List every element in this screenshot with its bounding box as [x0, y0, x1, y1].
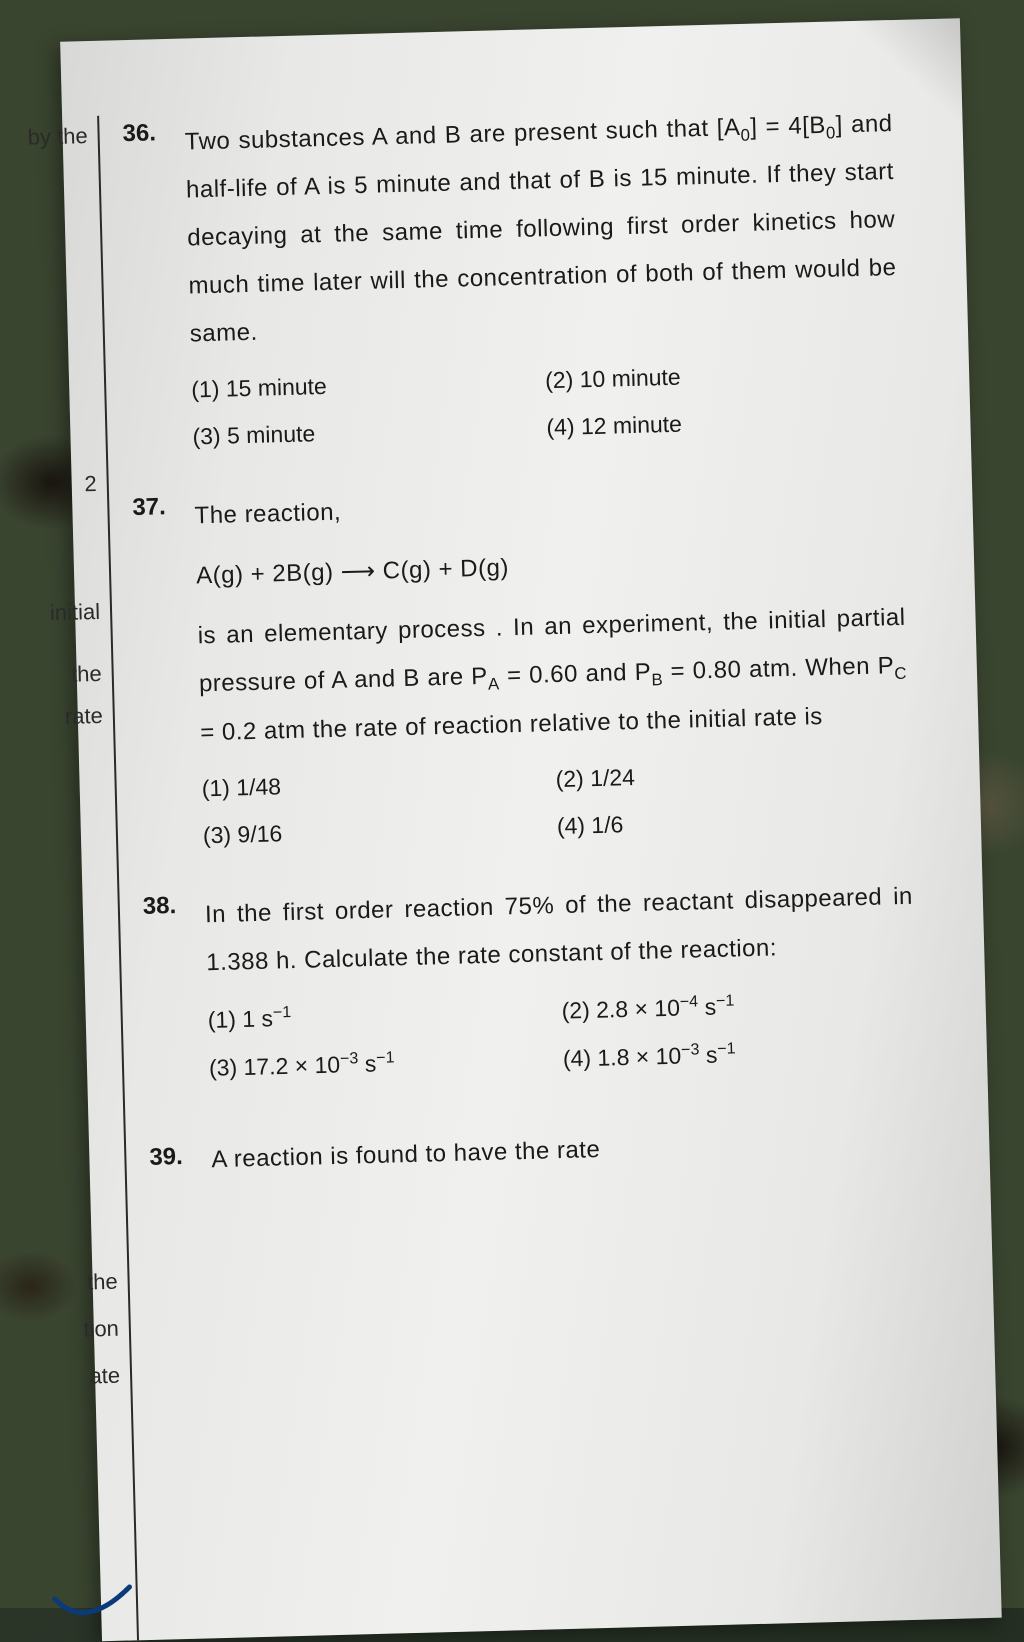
question-number-38: 38.	[142, 892, 176, 921]
question-text-38: In the first order reaction 75% of the r…	[204, 873, 914, 988]
options-37: (1) 1/48 (2) 1/24 (3) 9/16 (4) 1/6	[201, 757, 911, 850]
margin-text-5: rate	[32, 703, 103, 731]
margin-text-1: by the	[17, 123, 88, 151]
question-text-39: A reaction is found to have the rate	[211, 1124, 920, 1179]
margin-text-2: 2	[26, 471, 97, 499]
options-38: (1) 1 s−1 (2) 2.8 × 10−4 s−1 (3) 17.2 × …	[207, 987, 917, 1083]
q38-option-1: (1) 1 s−1	[207, 996, 562, 1034]
content-area: 36. Two substances A and B are present s…	[122, 100, 929, 1180]
question-37: 37. The reaction, A(g) + 2B(g) ⟶ C(g) + …	[132, 474, 911, 850]
margin-text-7: tion	[49, 1316, 120, 1344]
q37-option-2: (2) 1/24	[555, 757, 910, 793]
margin-text-6: the	[47, 1269, 118, 1297]
q36-option-1: (1) 15 minute	[191, 368, 546, 404]
q36-option-4: (4) 12 minute	[546, 405, 901, 441]
question-39: 39. A reaction is found to have the rate	[149, 1124, 920, 1180]
q37-option-3: (3) 9/16	[203, 813, 558, 849]
question-38: 38. In the first order reaction 75% of t…	[142, 873, 917, 1084]
question-number-37: 37.	[132, 494, 166, 523]
question-number-39: 39.	[149, 1143, 183, 1172]
q37-option-4: (4) 1/6	[557, 804, 912, 840]
question-text-36: Two substances A and B are present such …	[184, 100, 898, 359]
question-text-37: The reaction, A(g) + 2B(g) ⟶ C(g) + D(g)…	[194, 474, 909, 757]
q38-option-2: (2) 2.8 × 10−4 s−1	[561, 987, 916, 1025]
q37-text-before: The reaction,	[194, 499, 341, 530]
exam-paper: by the 2 initial the rate the tion ate 3…	[60, 18, 1002, 1641]
q37-equation: A(g) + 2B(g) ⟶ C(g) + D(g)	[196, 534, 905, 601]
options-36: (1) 15 minute (2) 10 minute (3) 5 minute…	[191, 358, 901, 451]
q36-option-3: (3) 5 minute	[192, 415, 547, 451]
q38-option-3: (3) 17.2 × 10−3 s−1	[209, 1044, 564, 1082]
margin-text-4: the	[31, 661, 102, 689]
pen-tick-icon	[44, 1582, 135, 1634]
question-number-36: 36.	[122, 119, 156, 148]
q36-option-2: (2) 10 minute	[545, 358, 900, 394]
q37-option-1: (1) 1/48	[201, 766, 556, 802]
q38-option-4: (4) 1.8 × 10−3 s−1	[563, 1035, 918, 1073]
margin-text-8: ate	[50, 1363, 121, 1391]
question-36: 36. Two substances A and B are present s…	[122, 100, 900, 452]
margin-text-3: initial	[30, 599, 101, 627]
